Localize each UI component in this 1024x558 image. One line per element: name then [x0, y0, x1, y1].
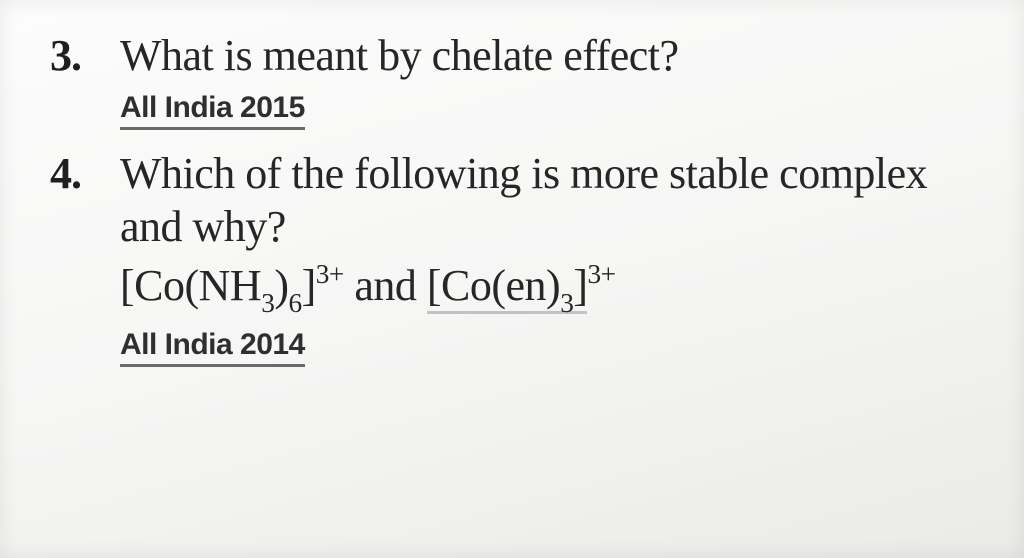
formula-1-close: ] — [302, 261, 316, 310]
question-text: What is meant by chelate effect? — [120, 30, 974, 83]
question-number: 4. — [50, 148, 120, 199]
exam-tag: All India 2015 — [120, 91, 305, 130]
formula-1-sup: 3+ — [316, 259, 344, 289]
formula-2-close: ] — [573, 261, 587, 310]
formula-2-sup: 3+ — [587, 259, 615, 289]
question-number: 3. — [50, 30, 120, 81]
formula-2-wrapper: [Co(en)3] — [427, 261, 588, 314]
formula-1-sub2: 6 — [289, 288, 302, 318]
page: 3. What is meant by chelate effect? All … — [0, 0, 1024, 558]
formula-1-sub1: 3 — [261, 288, 274, 318]
question-body: What is meant by chelate effect? All Ind… — [120, 30, 974, 130]
formula-2-open: [Co(en) — [427, 261, 560, 310]
question-3: 3. What is meant by chelate effect? All … — [50, 30, 974, 130]
formula-1-close-inner: ) — [274, 261, 288, 310]
exam-tag: All India 2014 — [120, 328, 305, 367]
formula-1-open: [Co(NH — [120, 261, 261, 310]
formula-line: [Co(NH3)6]3+ and [Co(en)3]3+ — [120, 257, 974, 319]
question-text: Which of the following is more stable co… — [120, 148, 974, 254]
question-4: 4. Which of the following is more stable… — [50, 148, 974, 367]
question-body: Which of the following is more stable co… — [120, 148, 974, 367]
formula-conj: and — [344, 261, 427, 310]
formula-2-sub: 3 — [560, 288, 573, 318]
